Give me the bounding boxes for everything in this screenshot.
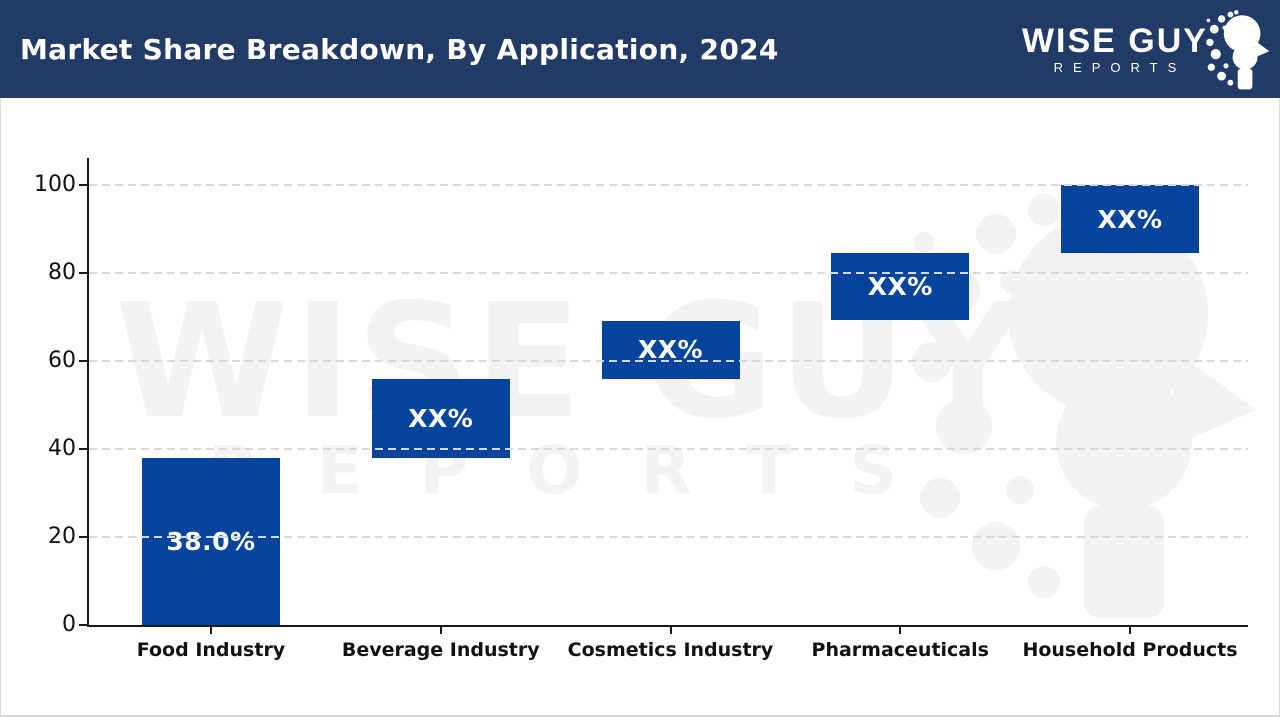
gridline-100 (89, 184, 1248, 186)
bar-cosmetics-industry: XX% (601, 321, 740, 379)
y-tick-mark-60 (79, 360, 87, 362)
x-category-label-cosmetics-industry: Cosmetics Industry (567, 639, 774, 661)
y-tick-label-80: 80 (48, 260, 76, 285)
wise-guy-reports-logo: WISE GUY REPORTS (1022, 6, 1270, 92)
y-tick-mark-100 (79, 184, 87, 186)
x-tick-mark-household-products (1129, 627, 1131, 634)
y-axis-line (87, 158, 89, 627)
bar-beverage-industry: XX% (371, 378, 510, 458)
bar-value-label: 38.0% (166, 526, 256, 556)
y-tick-label-0: 0 (62, 612, 76, 637)
x-tick-mark-pharmaceuticals (899, 627, 902, 634)
gridline-80 (89, 272, 1248, 274)
x-tick-mark-cosmetics-industry (669, 627, 672, 634)
bar-food-industry: 38.0% (142, 457, 280, 625)
x-axis-line (87, 625, 1248, 627)
gridline-20 (89, 536, 1248, 538)
y-tick-mark-80 (79, 272, 87, 274)
y-tick-label-60: 60 (48, 348, 76, 373)
y-tick-label-40: 40 (48, 436, 76, 461)
x-tick-mark-beverage-industry (439, 627, 442, 634)
page-title: Market Share Breakdown, By Application, … (20, 32, 779, 66)
logo-subtext: REPORTS (1053, 60, 1187, 75)
y-tick-label-20: 20 (48, 524, 76, 549)
logo-wordmark: WISE GUY (1021, 22, 1208, 60)
bar-value-label: XX% (1097, 204, 1163, 234)
header: Market Share Breakdown, By Application, … (0, 0, 1280, 98)
bar-value-label: XX% (867, 272, 933, 302)
frame-left-border (0, 98, 1, 717)
logo-text: WISE GUY REPORTS (1022, 24, 1208, 74)
y-tick-mark-40 (79, 448, 87, 450)
gridline-40 (89, 448, 1248, 450)
bar-value-label: XX% (408, 403, 474, 433)
x-category-label-pharmaceuticals: Pharmaceuticals (811, 639, 989, 661)
bar-pharmaceuticals: XX% (831, 253, 970, 321)
x-category-label-food-industry: Food Industry (136, 639, 286, 661)
x-tick-mark-food-industry (210, 627, 212, 634)
x-category-label-beverage-industry: Beverage Industry (341, 639, 540, 661)
dotted-head-icon (1206, 10, 1270, 90)
x-category-label-household-products: Household Products (1022, 639, 1238, 661)
frame-bottom-border (0, 715, 1280, 717)
gridline-60 (89, 360, 1248, 362)
bar-value-label: XX% (637, 335, 704, 365)
y-tick-mark-0 (79, 624, 87, 626)
y-tick-mark-20 (79, 536, 87, 538)
y-tick-label-100: 100 (34, 172, 76, 197)
bar-household-products: XX% (1061, 185, 1199, 254)
